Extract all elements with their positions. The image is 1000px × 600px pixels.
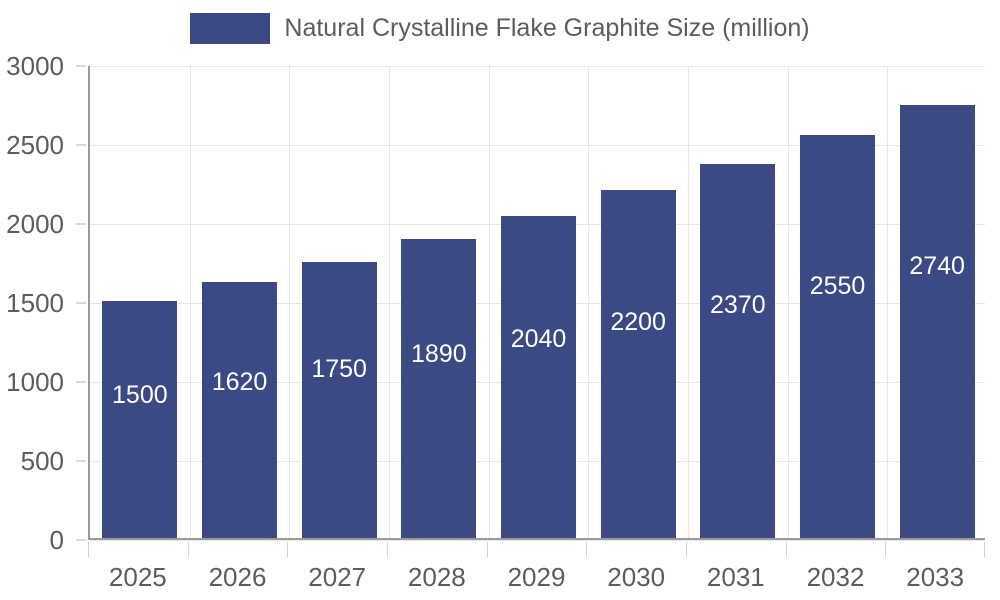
bar-value-label: 1620: [211, 368, 268, 397]
gridline-vertical: [289, 66, 291, 538]
y-axis-tick-mark: [76, 302, 86, 304]
x-axis-tick-label: 2032: [806, 562, 865, 592]
x-axis-tick-mark: [885, 542, 887, 557]
bar[interactable]: 2370: [700, 163, 776, 538]
y-axis: 0 500 1000 1500 2000 2500 3000: [0, 53, 86, 553]
y-axis-tick-mark: [76, 144, 86, 146]
gridline-vertical: [787, 66, 789, 538]
bar[interactable]: 2550: [800, 135, 875, 538]
y-axis-tick-label: 3000: [6, 51, 64, 81]
x-axis-tick-label: 2025: [108, 562, 167, 592]
x-axis-tick-mark: [984, 542, 985, 557]
x-axis-tick-label: 2030: [607, 562, 666, 592]
plot-area: 1500 1620 1750 1890 2040 2200 2370 2550 2740: [88, 66, 985, 541]
bar[interactable]: 1890: [401, 239, 477, 538]
x-axis-tick-mark: [486, 542, 488, 557]
gridline-vertical: [588, 66, 590, 538]
x-axis-tick-mark: [187, 542, 189, 557]
gridline-vertical: [488, 66, 490, 538]
x-axis: 2025 2026 2027 2028 2029 2030 2031 2032 2033: [88, 542, 985, 600]
gridline-vertical: [189, 66, 191, 538]
x-axis-tick-mark: [88, 542, 89, 557]
y-axis-tick-label: 1000: [6, 367, 64, 397]
x-axis-tick-label: 2031: [706, 562, 765, 592]
gridline-horizontal: [90, 66, 985, 67]
x-axis-tick-label: 2026: [208, 562, 267, 592]
x-axis-tick-label: 2027: [308, 562, 367, 592]
y-axis-tick-label: 500: [20, 446, 64, 476]
x-axis-tick-label: 2028: [407, 562, 466, 592]
y-axis-tick-label: 2000: [6, 209, 64, 239]
bar[interactable]: 2200: [600, 190, 676, 538]
gridline-vertical: [688, 66, 689, 538]
gridline-horizontal: [90, 540, 985, 541]
x-axis-tick-mark: [785, 542, 787, 557]
legend-item-graphite-size[interactable]: Natural Crystalline Flake Graphite Size …: [190, 12, 810, 44]
x-axis-tick-mark: [287, 542, 289, 557]
bar[interactable]: 2040: [501, 215, 576, 538]
legend-swatch-icon: [190, 12, 271, 44]
y-axis-tick-mark: [76, 381, 86, 383]
bar-value-label: 1750: [311, 354, 367, 383]
bar[interactable]: 1750: [301, 261, 377, 538]
y-axis-tick-label: 2500: [6, 130, 64, 160]
y-axis-tick-label: 0: [49, 525, 64, 555]
x-axis-tick-mark: [387, 542, 388, 557]
y-axis-tick-mark: [76, 65, 86, 67]
bar[interactable]: 2740: [899, 105, 975, 538]
y-axis-tick-mark: [76, 460, 86, 462]
y-axis-tick-mark: [76, 539, 86, 541]
x-axis-tick-mark: [686, 542, 687, 557]
y-axis-tick-label: 1500: [6, 288, 64, 318]
x-axis-tick-label: 2033: [906, 562, 965, 592]
legend-label: Natural Crystalline Flake Graphite Size …: [284, 13, 810, 42]
y-axis-tick-mark: [76, 223, 86, 225]
x-axis-tick-label: 2029: [507, 562, 566, 592]
bar-value-label: 2740: [909, 252, 965, 281]
bar-value-label: 2370: [710, 290, 766, 319]
x-axis-tick-mark: [586, 542, 588, 557]
gridline-vertical: [389, 66, 390, 538]
bar[interactable]: 1620: [202, 282, 277, 538]
bar[interactable]: 1500: [102, 301, 178, 538]
bar-value-label: 2200: [610, 308, 666, 337]
bar-value-label: 2550: [809, 272, 866, 301]
gridline-vertical: [887, 66, 889, 538]
bar-value-label: 2040: [510, 324, 567, 353]
chart-legend: Natural Crystalline Flake Graphite Size …: [0, 0, 1000, 56]
bar-value-label: 1890: [411, 340, 467, 369]
bar-value-label: 1500: [112, 381, 168, 409]
gridline-horizontal: [90, 145, 985, 146]
